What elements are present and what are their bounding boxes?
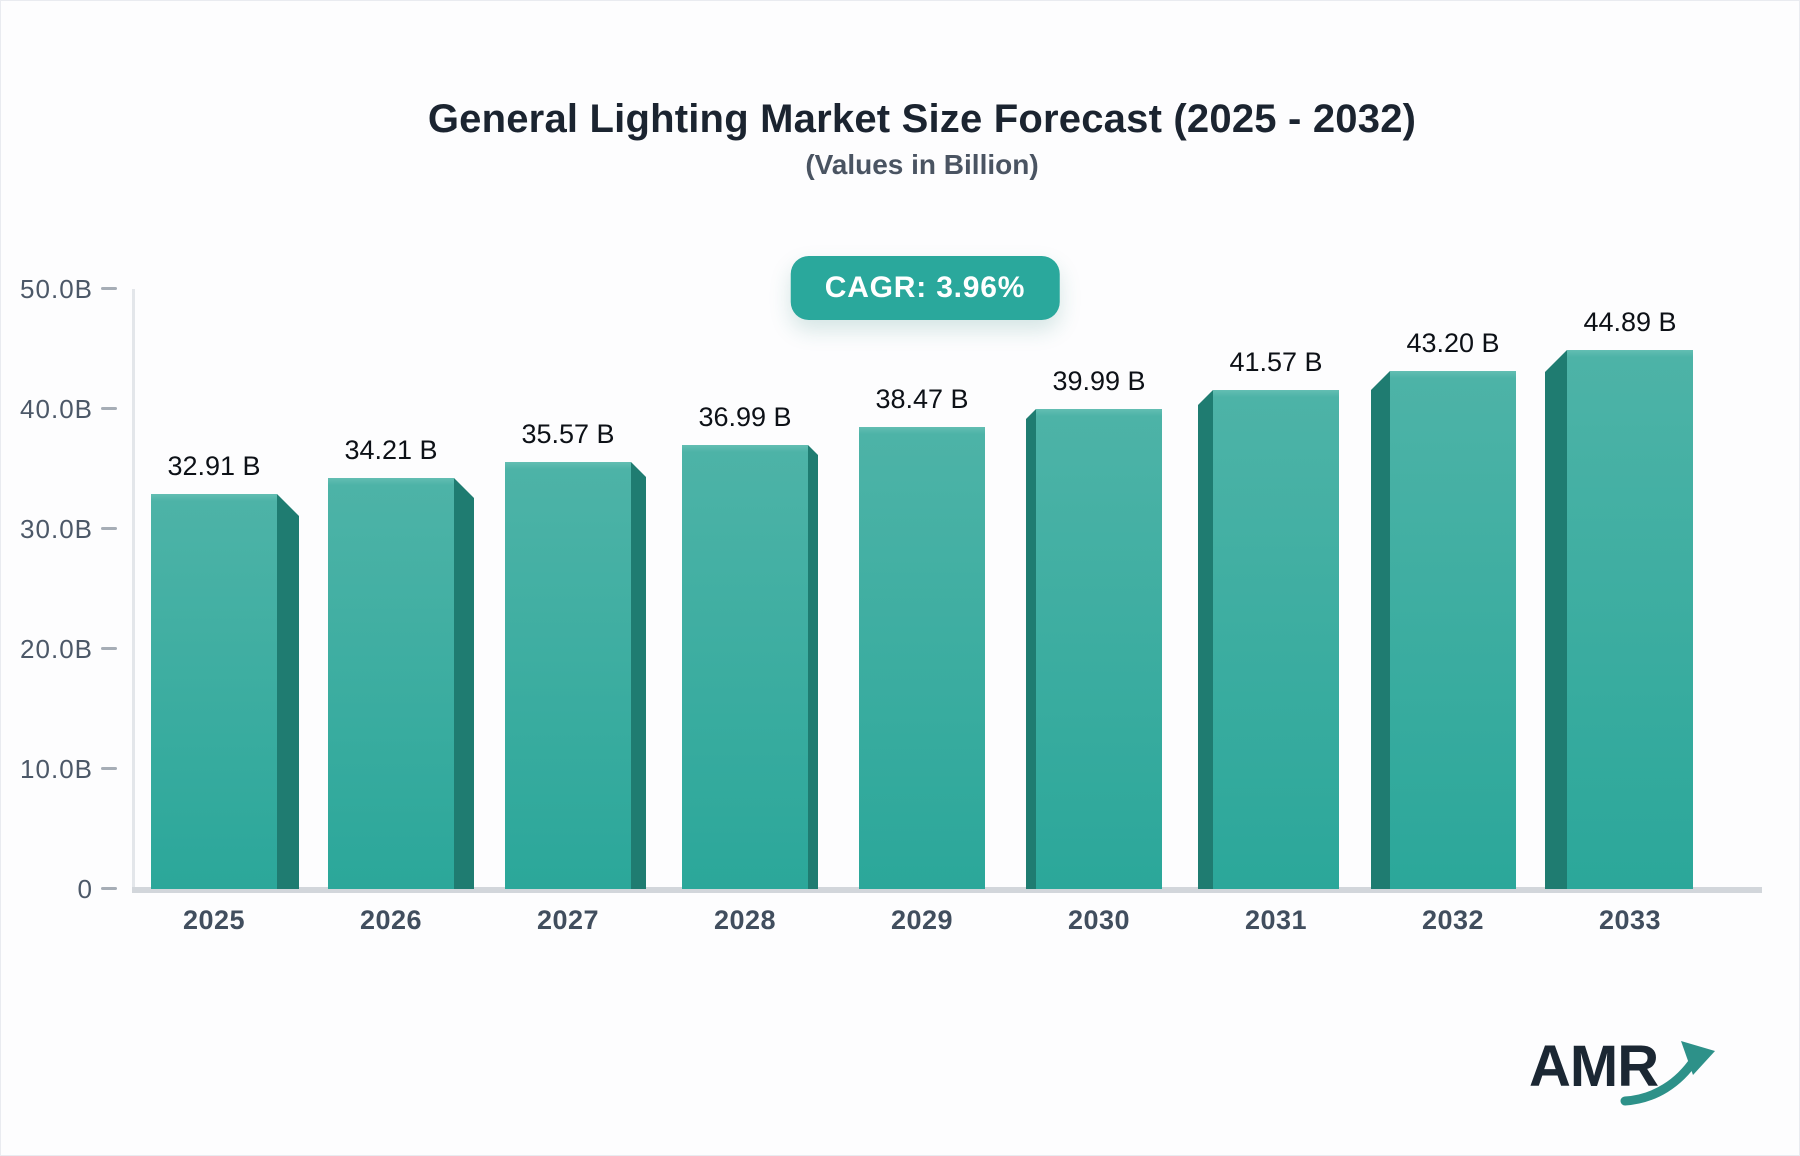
- x-tick-label: 2031: [1244, 905, 1308, 935]
- y-tick-label: 30.0B: [20, 514, 93, 544]
- bar[interactable]: [1213, 390, 1339, 889]
- y-tick-label: 20.0B: [20, 634, 93, 664]
- bar-side-face: [277, 494, 299, 889]
- x-tick-label: 2032: [1421, 905, 1485, 935]
- y-tick-mark: [101, 527, 117, 530]
- chart-title: General Lighting Market Size Forecast (2…: [427, 97, 1417, 141]
- bar-value-label: 41.57 B: [1229, 347, 1323, 377]
- bar-side-face: [454, 478, 474, 889]
- bar-value-label: 36.99 B: [698, 402, 792, 432]
- bar-value-label: 38.47 B: [875, 384, 969, 414]
- y-tick-label: 10.0B: [20, 754, 93, 784]
- bar-value-label: 34.21 B: [344, 435, 438, 465]
- bar-side-face: [1371, 371, 1390, 889]
- bar[interactable]: [682, 445, 808, 889]
- x-tick-label: 2030: [1067, 905, 1131, 935]
- chart-subtitle: (Values in Billion): [805, 149, 1039, 180]
- bar-value-label: 43.20 B: [1406, 328, 1500, 358]
- x-tick-label: 2026: [359, 905, 423, 935]
- x-tick-label: 2033: [1598, 905, 1662, 935]
- bar[interactable]: [328, 478, 454, 889]
- x-axis-baseline: [132, 887, 1762, 893]
- y-tick-label: 0: [77, 874, 93, 904]
- bar-side-face: [808, 445, 818, 889]
- bar-value-label: 35.57 B: [521, 419, 615, 449]
- x-tick-label: 2028: [713, 905, 777, 935]
- bar[interactable]: [1036, 409, 1162, 889]
- y-tick-label: 50.0B: [20, 274, 93, 304]
- x-tick-label: 2029: [890, 905, 954, 935]
- bar[interactable]: [859, 427, 985, 889]
- bar-side-face: [1545, 350, 1567, 889]
- bar-side-face: [631, 462, 646, 889]
- y-tick-mark: [101, 647, 117, 650]
- y-tick-mark: [101, 767, 117, 770]
- bar[interactable]: [151, 494, 277, 889]
- amr-logo-text: AMR: [1529, 1034, 1659, 1099]
- bar[interactable]: [1567, 350, 1693, 889]
- growth-arrow-icon: [1620, 1041, 1715, 1106]
- bar[interactable]: [1390, 371, 1516, 889]
- y-axis-line: [132, 289, 135, 889]
- y-tick-mark: [101, 887, 117, 890]
- bar-value-label: 44.89 B: [1583, 307, 1677, 337]
- bar-value-label: 32.91 B: [167, 451, 261, 481]
- y-tick-mark: [101, 287, 117, 290]
- x-tick-label: 2025: [182, 905, 246, 935]
- bar[interactable]: [505, 462, 631, 889]
- bar-side-face: [1026, 409, 1036, 889]
- y-tick-label: 40.0B: [20, 394, 93, 424]
- bar-side-face: [1198, 390, 1213, 889]
- bar-value-label: 39.99 B: [1052, 366, 1146, 396]
- cagr-badge: CAGR: 3.96%: [790, 256, 1060, 320]
- x-tick-label: 2027: [536, 905, 600, 935]
- y-tick-mark: [101, 407, 117, 410]
- amr-logo: AMR: [1529, 1033, 1719, 1113]
